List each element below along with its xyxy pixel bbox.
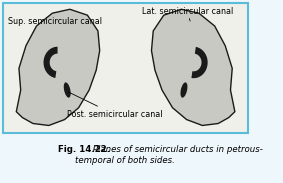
Polygon shape — [191, 47, 208, 78]
Polygon shape — [151, 9, 235, 126]
Text: Planes of semicircular ducts in petrous-: Planes of semicircular ducts in petrous- — [90, 145, 263, 154]
Text: Lat. semicircular canal: Lat. semicircular canal — [142, 7, 233, 21]
Text: temporal of both sides.: temporal of both sides. — [75, 156, 175, 165]
Ellipse shape — [181, 82, 187, 98]
Ellipse shape — [64, 82, 71, 98]
Polygon shape — [44, 47, 57, 78]
Text: Post. semicircular canal: Post. semicircular canal — [67, 92, 163, 119]
Text: Fig. 14.22.: Fig. 14.22. — [59, 145, 111, 154]
Polygon shape — [16, 9, 100, 126]
FancyBboxPatch shape — [3, 3, 248, 133]
Text: Sup. semicircular canal: Sup. semicircular canal — [8, 17, 102, 26]
